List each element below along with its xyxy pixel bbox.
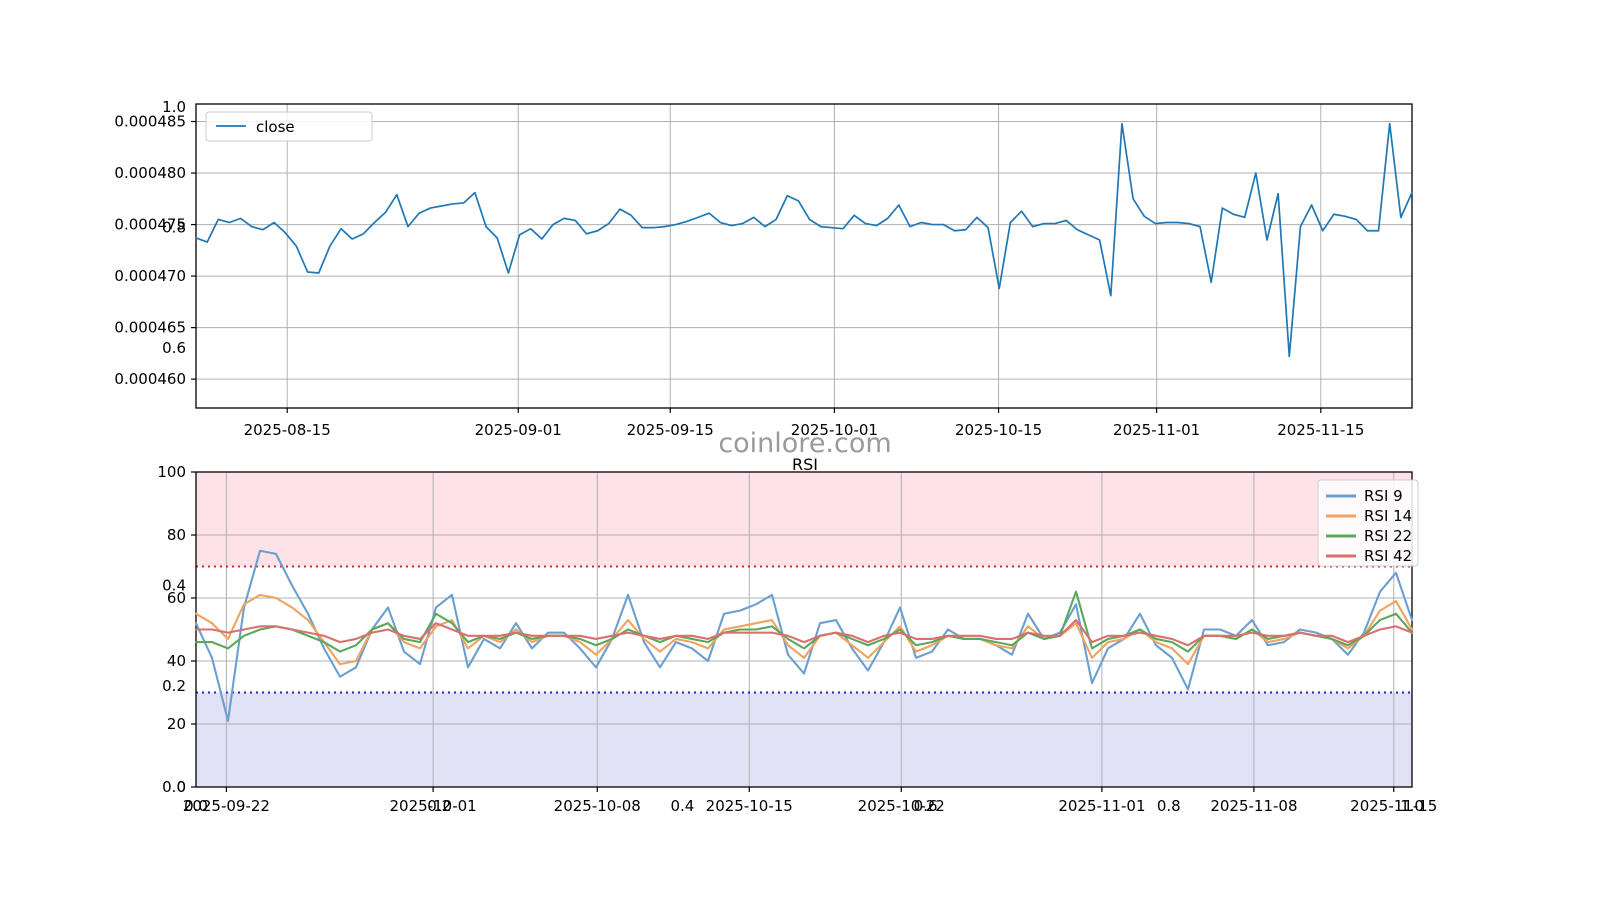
price-x-tick-label: 2025-09-01: [475, 421, 562, 439]
price-y-tick-label: 0.000485: [114, 113, 186, 131]
rsi-x-overlay-tick-label: 0.6: [914, 797, 938, 815]
rsi-legend-label-rsi-42: RSI 42: [1364, 547, 1412, 565]
rsi-x-tick-label: 2025-09-22: [183, 797, 270, 815]
rsi-x-tick-label: 2025-11-15: [1350, 797, 1437, 815]
rsi-x-overlay-tick-label: 0.8: [1157, 797, 1181, 815]
rsi-y-tick-label: 60: [167, 589, 186, 607]
rsi-x-overlay-tick-label: 0.4: [670, 797, 694, 815]
price-x-tick-label: 2025-09-15: [627, 421, 714, 439]
rsi-x-overlay-tick-label: 0.0: [184, 797, 208, 815]
rsi-x-tick-label: 2025-10-22: [858, 797, 945, 815]
price-legend-label-close: close: [256, 118, 295, 136]
rsi-line-rsi-42: [194, 619, 1414, 647]
rsi-legend-box: [1317, 479, 1419, 567]
rsi-y-tick-label: 20: [167, 715, 186, 733]
rsi-y-tick-label: 40: [167, 652, 186, 670]
rsi-x-overlay-tick-label: 1.0: [1400, 797, 1424, 815]
price-x-tick-label: 2025-10-01: [791, 421, 878, 439]
rsi-y-overlay-tick-label: 0.0: [162, 778, 186, 796]
price-close-line: [195, 122, 1413, 358]
rsi-x-tick-label: 2025-11-08: [1210, 797, 1297, 815]
price-x-tick-label: 2025-10-15: [955, 421, 1042, 439]
rsi-y-tick-label: 100: [157, 463, 186, 481]
price-y-tick-label: 0.000460: [114, 370, 186, 388]
rsi-legend-label-rsi-22: RSI 22: [1364, 527, 1412, 545]
rsi-x-tick-label: 2025-10-01: [390, 797, 477, 815]
price-legend-box: [205, 111, 373, 142]
rsi-x-tick-label: 2025-11-01: [1058, 797, 1145, 815]
rsi-x-tick-label: 2025-10-08: [554, 797, 641, 815]
price-y-tick-label: 0.000480: [114, 164, 186, 182]
price-y-overlay-tick-label: 0.8: [162, 218, 186, 236]
price-y-tick-label: 0.000470: [114, 267, 186, 285]
price-y-tick-label: 0.000465: [114, 319, 186, 337]
rsi-band-overbought: [196, 472, 1412, 567]
rsi-y-overlay-tick-label: 0.2: [162, 677, 186, 695]
rsi-x-overlay-tick-label: 0.2: [427, 797, 451, 815]
price-y-tick-label: 0.000475: [114, 216, 186, 234]
price-y-overlay-tick-label: 0.6: [162, 339, 186, 357]
price-axes-frame: [195, 103, 1413, 409]
rsi-line-rsi-14: [194, 593, 1414, 666]
price-x-tick-label: 2025-11-15: [1277, 421, 1364, 439]
price-x-tick-label: 2025-11-01: [1113, 421, 1200, 439]
price-x-tick-label: 2025-08-15: [244, 421, 331, 439]
rsi-chart-title: RSI: [792, 455, 818, 474]
rsi-band-oversold: [196, 692, 1412, 787]
rsi-y-overlay-tick-label: 0.4: [162, 576, 186, 594]
rsi-y-tick-label: 0: [176, 778, 186, 796]
price-y-overlay-tick-label: 1.0: [162, 98, 186, 116]
coinlore-watermark: coinlore.com: [718, 428, 891, 459]
rsi-y-tick-label: 80: [167, 526, 186, 544]
rsi-x-tick-label: 2025-10-15: [706, 797, 793, 815]
rsi-legend-label-rsi-9: RSI 9: [1364, 487, 1403, 505]
rsi-legend-label-rsi-14: RSI 14: [1364, 507, 1412, 525]
